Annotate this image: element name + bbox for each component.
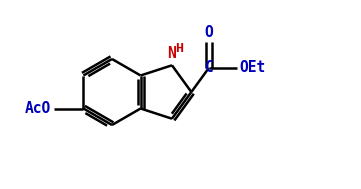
Text: O: O — [204, 25, 213, 40]
Text: C: C — [204, 60, 213, 75]
Text: N: N — [168, 46, 176, 61]
Text: OEt: OEt — [240, 60, 266, 75]
Text: AcO: AcO — [25, 101, 51, 116]
Text: H: H — [175, 42, 183, 55]
